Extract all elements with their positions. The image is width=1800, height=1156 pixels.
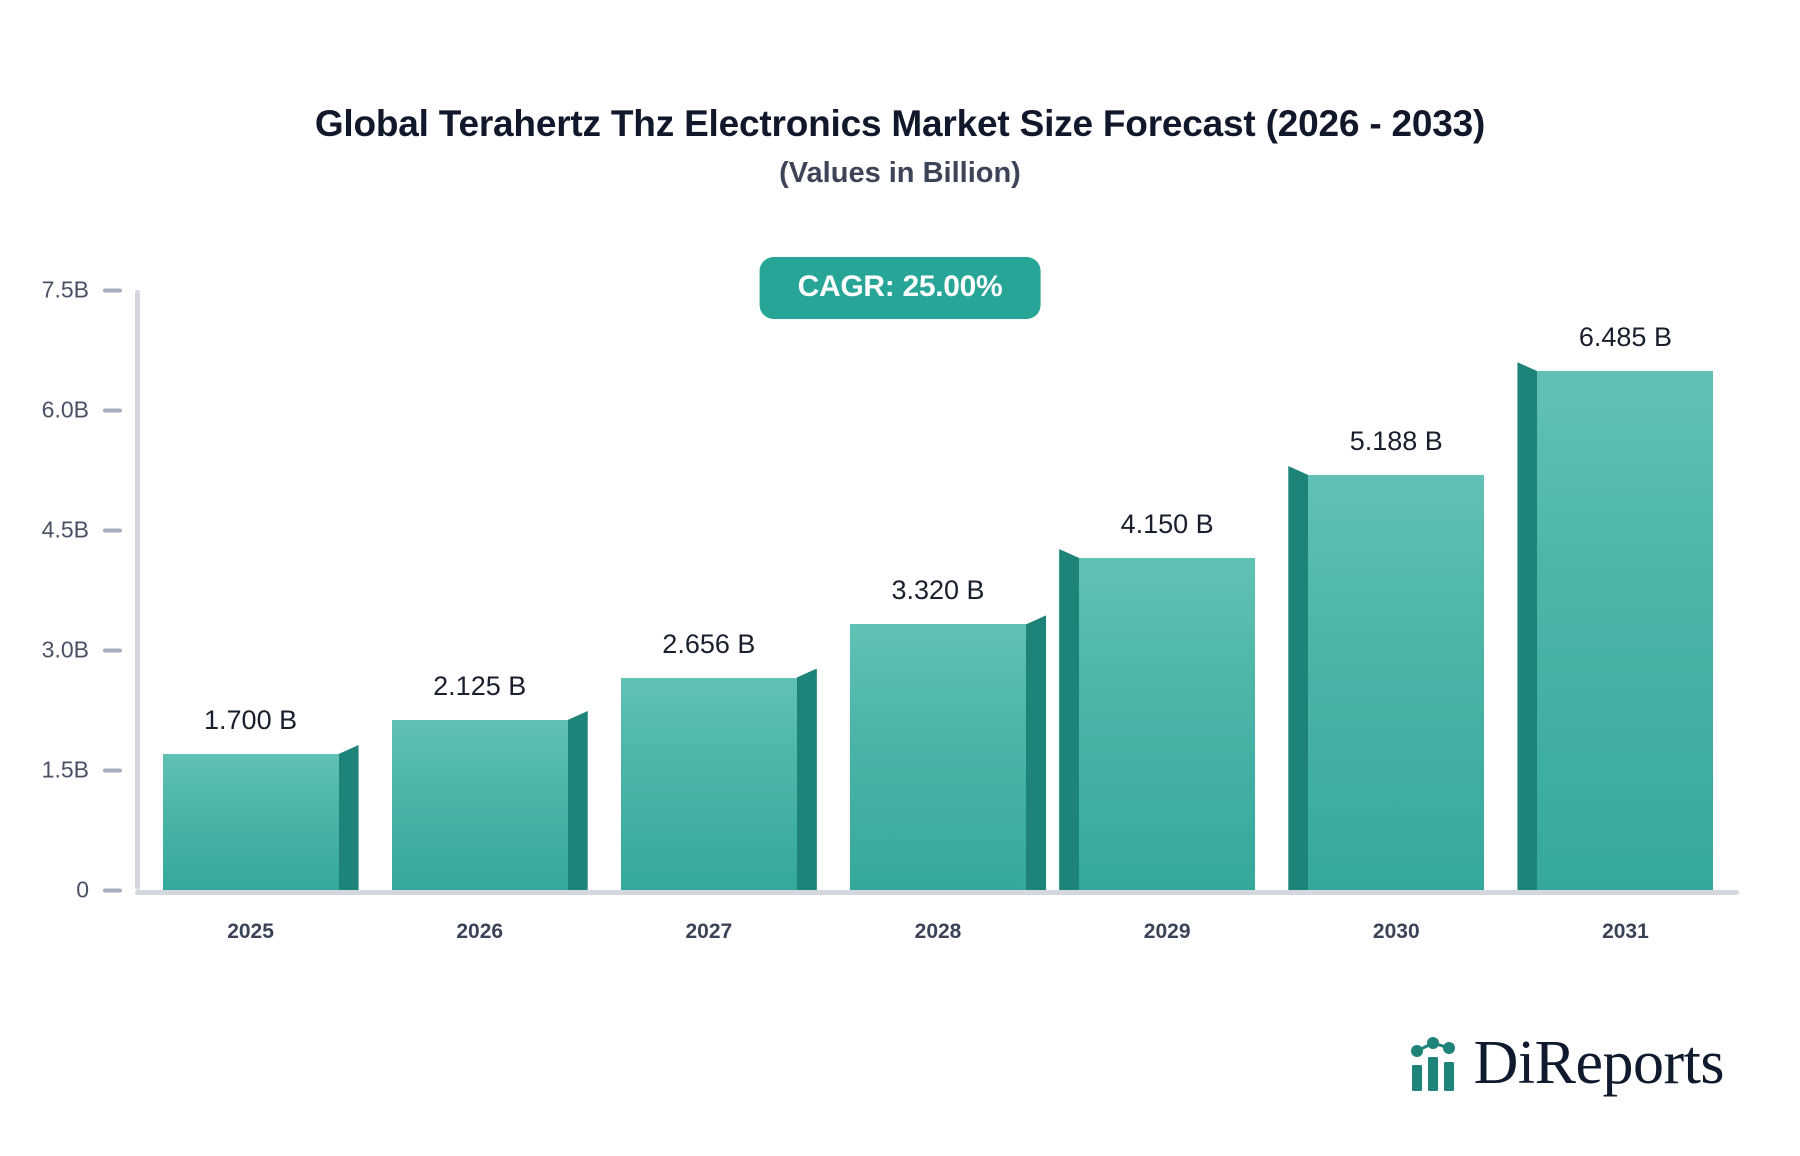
page-title: Global Terahertz Thz Electronics Market … xyxy=(314,103,1486,144)
bar-side-face xyxy=(1059,549,1080,890)
bar-side-face xyxy=(1517,362,1538,890)
bar-group[interactable]: 4.150 B 2029 xyxy=(1059,290,1256,943)
y-axis-tick-dash xyxy=(103,288,122,292)
y-axis-tick-label: 0 xyxy=(76,876,89,903)
bar[interactable] xyxy=(850,615,1046,890)
bar[interactable] xyxy=(1288,465,1485,890)
chart-header: Global Terahertz Thz Electronics Market … xyxy=(0,103,1800,190)
y-axis-tick-label: 1.5B xyxy=(41,756,89,783)
y-axis-tick-label: 4.5B xyxy=(41,516,89,543)
bar-side-face xyxy=(1288,465,1309,890)
y-axis-tick-dash xyxy=(103,408,122,412)
x-axis-tick-label: 2029 xyxy=(1143,920,1191,943)
plot-area: 0 1.5B 3.0B 4.5B 6.0B 7.5B 1.700 B 2025 2.125 B… xyxy=(42,277,1740,943)
bar-value-label: 2.656 B xyxy=(662,628,756,659)
bar-side-face xyxy=(1026,615,1046,890)
bar-value-label: 6.485 B xyxy=(1578,322,1672,353)
bar[interactable] xyxy=(620,668,817,890)
x-axis-tick-label: 2027 xyxy=(685,920,733,943)
y-axis-tick-label: 7.5B xyxy=(41,276,89,303)
bar[interactable] xyxy=(1517,362,1714,890)
x-axis-tick-label: 2030 xyxy=(1372,920,1420,943)
bar-front-face xyxy=(850,624,1026,890)
bar-front-face xyxy=(1079,558,1256,890)
y-axis-tick: 3.0B xyxy=(42,637,136,664)
y-axis-tick: 6.0B xyxy=(42,397,136,424)
bar-front-face xyxy=(391,720,568,890)
bar-group[interactable]: 5.188 B 2030 xyxy=(1288,290,1485,943)
x-axis-tick-label: 2031 xyxy=(1602,920,1649,943)
bar-group[interactable]: 2.125 B 2026 xyxy=(391,290,588,943)
bar[interactable] xyxy=(391,711,588,890)
y-axis-tick-dash xyxy=(103,888,122,892)
bar-group[interactable]: 2.656 B 2027 xyxy=(620,290,817,943)
x-axis-line xyxy=(135,890,1739,895)
bar-front-face xyxy=(1308,474,1485,890)
bar-value-label: 4.150 B xyxy=(1120,509,1214,539)
bar-front-face xyxy=(620,677,797,890)
bar[interactable] xyxy=(162,745,359,890)
x-axis-tick-label: 2026 xyxy=(456,920,504,943)
y-axis-tick-dash xyxy=(103,768,122,772)
direports-logo: DiReports xyxy=(1406,1028,1725,1097)
logo-text: DiReports xyxy=(1473,1028,1725,1097)
bar-group[interactable]: 3.320 B 2028 xyxy=(850,290,1046,943)
y-axis-tick: 4.5B xyxy=(42,517,136,544)
y-axis-tick: 1.5B xyxy=(42,757,136,784)
y-axis-tick-label: 6.0B xyxy=(41,396,89,423)
bar-group[interactable]: 1.700 B 2025 xyxy=(162,290,359,943)
cagr-badge: CAGR: 25.00% xyxy=(759,257,1041,319)
y-axis-tick: 7.5B xyxy=(42,277,136,304)
y-axis-tick-dash xyxy=(103,648,122,652)
y-axis-line xyxy=(135,290,140,890)
bar-group[interactable]: 6.485 B 2031 xyxy=(1517,290,1714,943)
x-axis-tick-label: 2028 xyxy=(914,920,962,943)
bar-side-face xyxy=(567,711,588,890)
bar-front-face xyxy=(1537,371,1714,890)
bar-side-face xyxy=(796,668,817,890)
bar-value-label: 3.320 B xyxy=(891,575,985,606)
bar[interactable] xyxy=(1059,549,1256,890)
bar-value-label: 1.700 B xyxy=(204,705,298,735)
bar-chart-logo-icon xyxy=(1406,1029,1468,1096)
bar-series: 1.700 B 2025 2.125 B 2026 2.656 B 2027 3.320 B… xyxy=(136,290,1740,943)
y-axis-tick-dash xyxy=(103,528,122,532)
bar-front-face xyxy=(162,754,339,890)
chart-subtitle: (Values in Billion) xyxy=(779,156,1021,189)
bar-value-label: 5.188 B xyxy=(1349,425,1443,456)
x-axis-tick-label: 2025 xyxy=(227,920,274,943)
bar-side-face xyxy=(338,745,359,890)
y-axis-tick-label: 3.0B xyxy=(41,636,89,663)
y-axis-tick: 0 xyxy=(76,877,136,904)
bar-value-label: 2.125 B xyxy=(433,671,527,701)
